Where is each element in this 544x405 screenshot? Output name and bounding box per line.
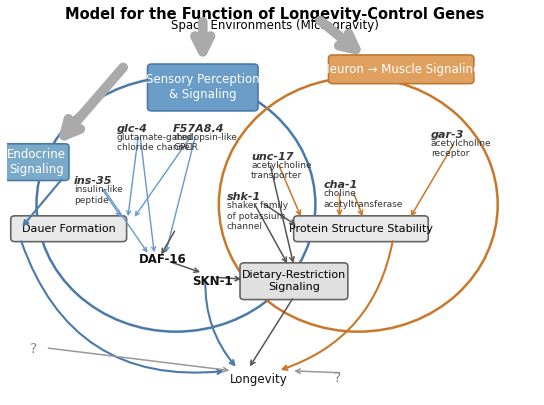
Text: shk-1: shk-1 bbox=[227, 192, 261, 202]
Text: insulin-like
peptide: insulin-like peptide bbox=[74, 185, 123, 205]
FancyBboxPatch shape bbox=[329, 55, 474, 84]
Text: Model for the Function of Longevity-Control Genes: Model for the Function of Longevity-Cont… bbox=[65, 7, 485, 22]
Text: Endocrine
Signaling: Endocrine Signaling bbox=[7, 148, 66, 176]
Text: acetylcholine
transporter: acetylcholine transporter bbox=[251, 161, 312, 180]
Text: glutamate-gated
chloride channel: glutamate-gated chloride channel bbox=[117, 133, 193, 152]
Text: SKN-1: SKN-1 bbox=[192, 275, 233, 288]
Text: cha-1: cha-1 bbox=[324, 180, 358, 190]
Text: Protein Structure Stability: Protein Structure Stability bbox=[289, 224, 433, 234]
Text: Dauer Formation: Dauer Formation bbox=[22, 224, 115, 234]
FancyBboxPatch shape bbox=[147, 64, 258, 111]
Text: Space Environments (Microgravity): Space Environments (Microgravity) bbox=[171, 19, 379, 32]
Text: Neuron → Muscle Signaling: Neuron → Muscle Signaling bbox=[322, 63, 481, 76]
Text: glc-4: glc-4 bbox=[117, 124, 148, 134]
Text: shaker family
of potassium
channel: shaker family of potassium channel bbox=[227, 201, 288, 231]
FancyBboxPatch shape bbox=[4, 144, 69, 181]
FancyBboxPatch shape bbox=[11, 216, 127, 242]
Text: unc-17: unc-17 bbox=[251, 152, 294, 162]
Text: ?: ? bbox=[334, 371, 342, 385]
Text: ins-35: ins-35 bbox=[74, 176, 113, 186]
Text: Sensory Perception
& Signaling: Sensory Perception & Signaling bbox=[146, 73, 259, 102]
Text: rhodopsin-like
GPCR: rhodopsin-like GPCR bbox=[173, 133, 237, 152]
Text: ?: ? bbox=[29, 342, 37, 356]
Text: gar-3: gar-3 bbox=[431, 130, 464, 140]
Text: Longevity: Longevity bbox=[230, 373, 287, 386]
Text: DAF-16: DAF-16 bbox=[138, 253, 186, 266]
FancyBboxPatch shape bbox=[294, 216, 428, 242]
Text: Dietary-Restriction
Signaling: Dietary-Restriction Signaling bbox=[242, 271, 346, 292]
Text: choline
acetyltransferase: choline acetyltransferase bbox=[324, 189, 403, 209]
FancyBboxPatch shape bbox=[240, 263, 348, 300]
Text: F57A8.4: F57A8.4 bbox=[173, 124, 225, 134]
Text: acetylcholine
receptor: acetylcholine receptor bbox=[431, 139, 491, 158]
